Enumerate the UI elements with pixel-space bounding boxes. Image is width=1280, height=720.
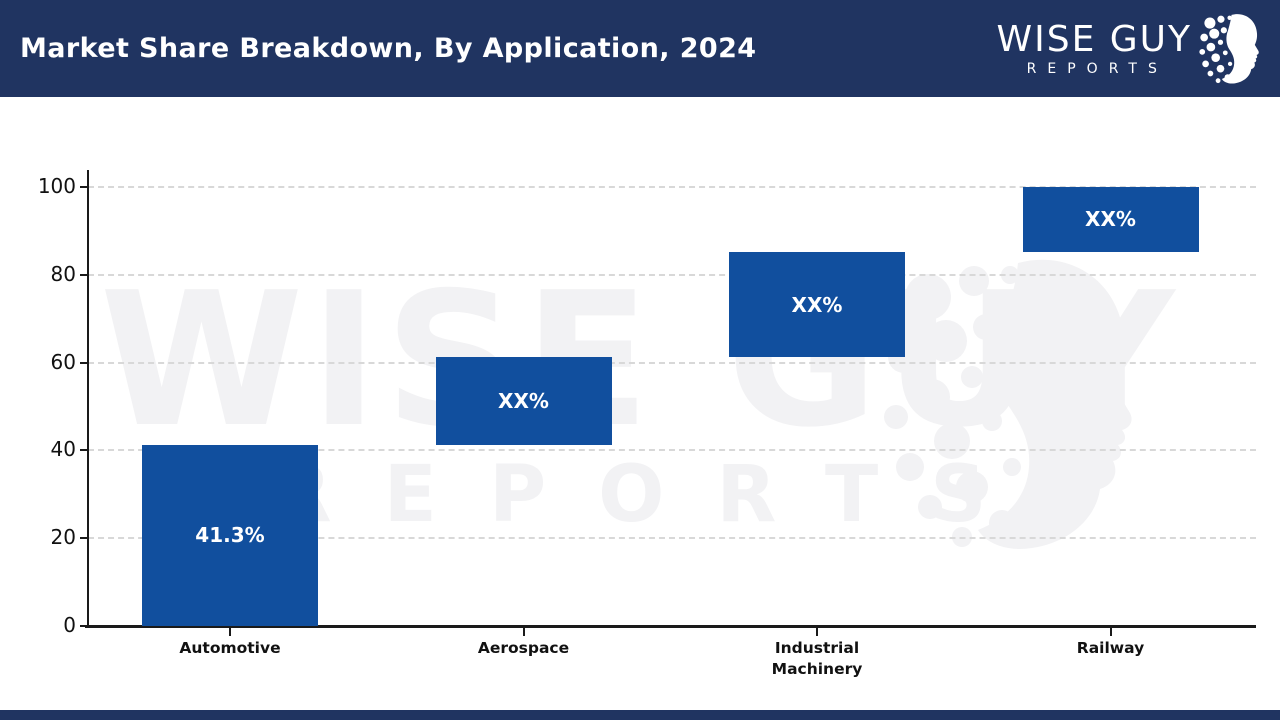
y-tick-40 (80, 449, 88, 452)
bar-railway: XX% (1022, 187, 1199, 252)
y-tick-label-80: 80 (50, 261, 76, 286)
footer-bar (0, 710, 1280, 720)
category-label-2: Aerospace (477, 639, 570, 657)
bar-value-label: 41.3% (195, 523, 265, 548)
category-label-1: Automotive (179, 639, 281, 657)
gridline-60 (88, 361, 1256, 364)
bar-automotive: 41.3% (142, 444, 318, 626)
x-tick-2 (522, 628, 525, 636)
gridline-80 (88, 273, 1256, 276)
gridline-100 (88, 186, 1256, 188)
y-tick-100 (80, 186, 88, 188)
wiseguy-logo: WISE GUY REPORTS (997, 6, 1269, 92)
page-title: Market Share Breakdown, By Application, … (20, 33, 757, 64)
y-tick-label-100: 100 (37, 174, 76, 198)
x-tick-1 (229, 628, 231, 636)
category-label-4: Railway (1076, 639, 1145, 657)
wiseguy-logo-text: WISE GUY REPORTS (996, 19, 1193, 77)
x-tick-3 (816, 628, 818, 636)
header: Market Share Breakdown, By Application, … (0, 0, 1280, 97)
category-label-3: Industrial Machinery (771, 639, 863, 678)
bar-value-label: XX% (498, 389, 549, 413)
x-axis (85, 625, 1256, 628)
y-tick-label-20: 20 (50, 525, 76, 550)
y-tick-label-60: 60 (50, 349, 76, 374)
logo-subtext: REPORTS (1026, 61, 1168, 77)
y-tick-60 (80, 361, 88, 364)
bar-value-label: XX% (1085, 207, 1136, 232)
logo-wordmark: WISE GUY (996, 19, 1192, 60)
bar-value-label: XX% (791, 292, 843, 317)
y-tick-20 (80, 537, 88, 540)
x-tick-4 (1109, 628, 1112, 636)
gridline-20 (88, 537, 1256, 540)
y-tick-80 (80, 273, 88, 276)
gridline-40 (88, 449, 1256, 452)
y-tick-label-40: 40 (50, 437, 76, 462)
y-tick-0 (80, 625, 88, 627)
bar-industrial-machinery: XX% (729, 251, 905, 358)
bar-aerospace: XX% (435, 357, 612, 445)
wiseguy-face-icon (1199, 14, 1259, 84)
y-tick-label-0: 0 (63, 613, 76, 637)
y-axis (87, 170, 89, 628)
